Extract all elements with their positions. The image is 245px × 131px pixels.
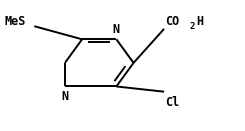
Text: N: N [113, 23, 120, 36]
Text: 2: 2 [190, 22, 195, 31]
Text: MeS: MeS [5, 15, 26, 28]
Text: H: H [196, 15, 203, 28]
Text: CO: CO [165, 15, 180, 28]
Text: N: N [61, 90, 69, 103]
Text: Cl: Cl [165, 96, 180, 109]
